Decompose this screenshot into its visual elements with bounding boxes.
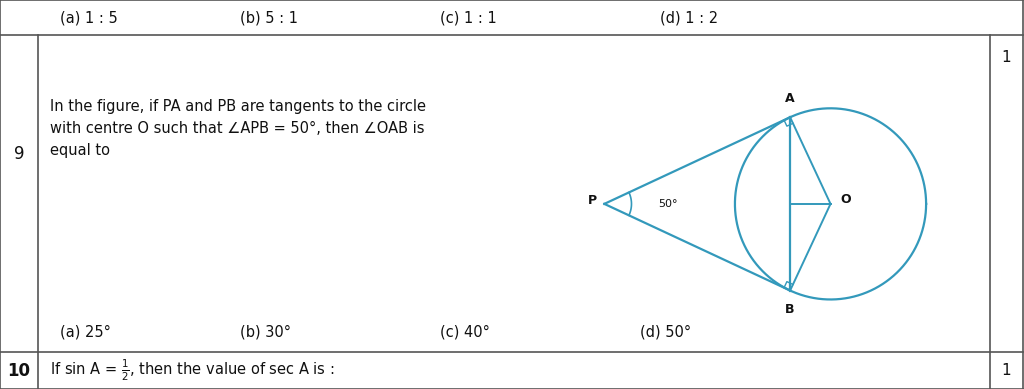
Text: (c) 40°: (c) 40° [440, 324, 489, 340]
Text: 1: 1 [1001, 50, 1012, 65]
Text: O: O [840, 193, 851, 206]
Text: 50°: 50° [658, 199, 678, 209]
Text: P: P [588, 194, 597, 207]
Text: A: A [785, 92, 795, 105]
Text: If sin A = $\frac{1}{2}$, then the value of sec A is :: If sin A = $\frac{1}{2}$, then the value… [50, 358, 335, 383]
Text: (c) 1 : 1: (c) 1 : 1 [440, 10, 497, 25]
Text: equal to: equal to [50, 143, 110, 158]
Text: (a) 1 : 5: (a) 1 : 5 [60, 10, 118, 25]
Text: (d) 50°: (d) 50° [640, 324, 691, 340]
Text: with centre O such that ∠APB = 50°, then ∠OAB is: with centre O such that ∠APB = 50°, then… [50, 121, 425, 136]
Text: In the figure, if PA and PB are tangents to the circle: In the figure, if PA and PB are tangents… [50, 99, 426, 114]
Text: 9: 9 [13, 144, 25, 163]
Text: (b) 30°: (b) 30° [240, 324, 291, 340]
Text: (d) 1 : 2: (d) 1 : 2 [660, 10, 718, 25]
Text: (a) 25°: (a) 25° [60, 324, 111, 340]
Text: B: B [785, 303, 795, 316]
Text: 1: 1 [1001, 363, 1012, 378]
Text: 10: 10 [7, 361, 31, 380]
Text: (b) 5 : 1: (b) 5 : 1 [240, 10, 298, 25]
